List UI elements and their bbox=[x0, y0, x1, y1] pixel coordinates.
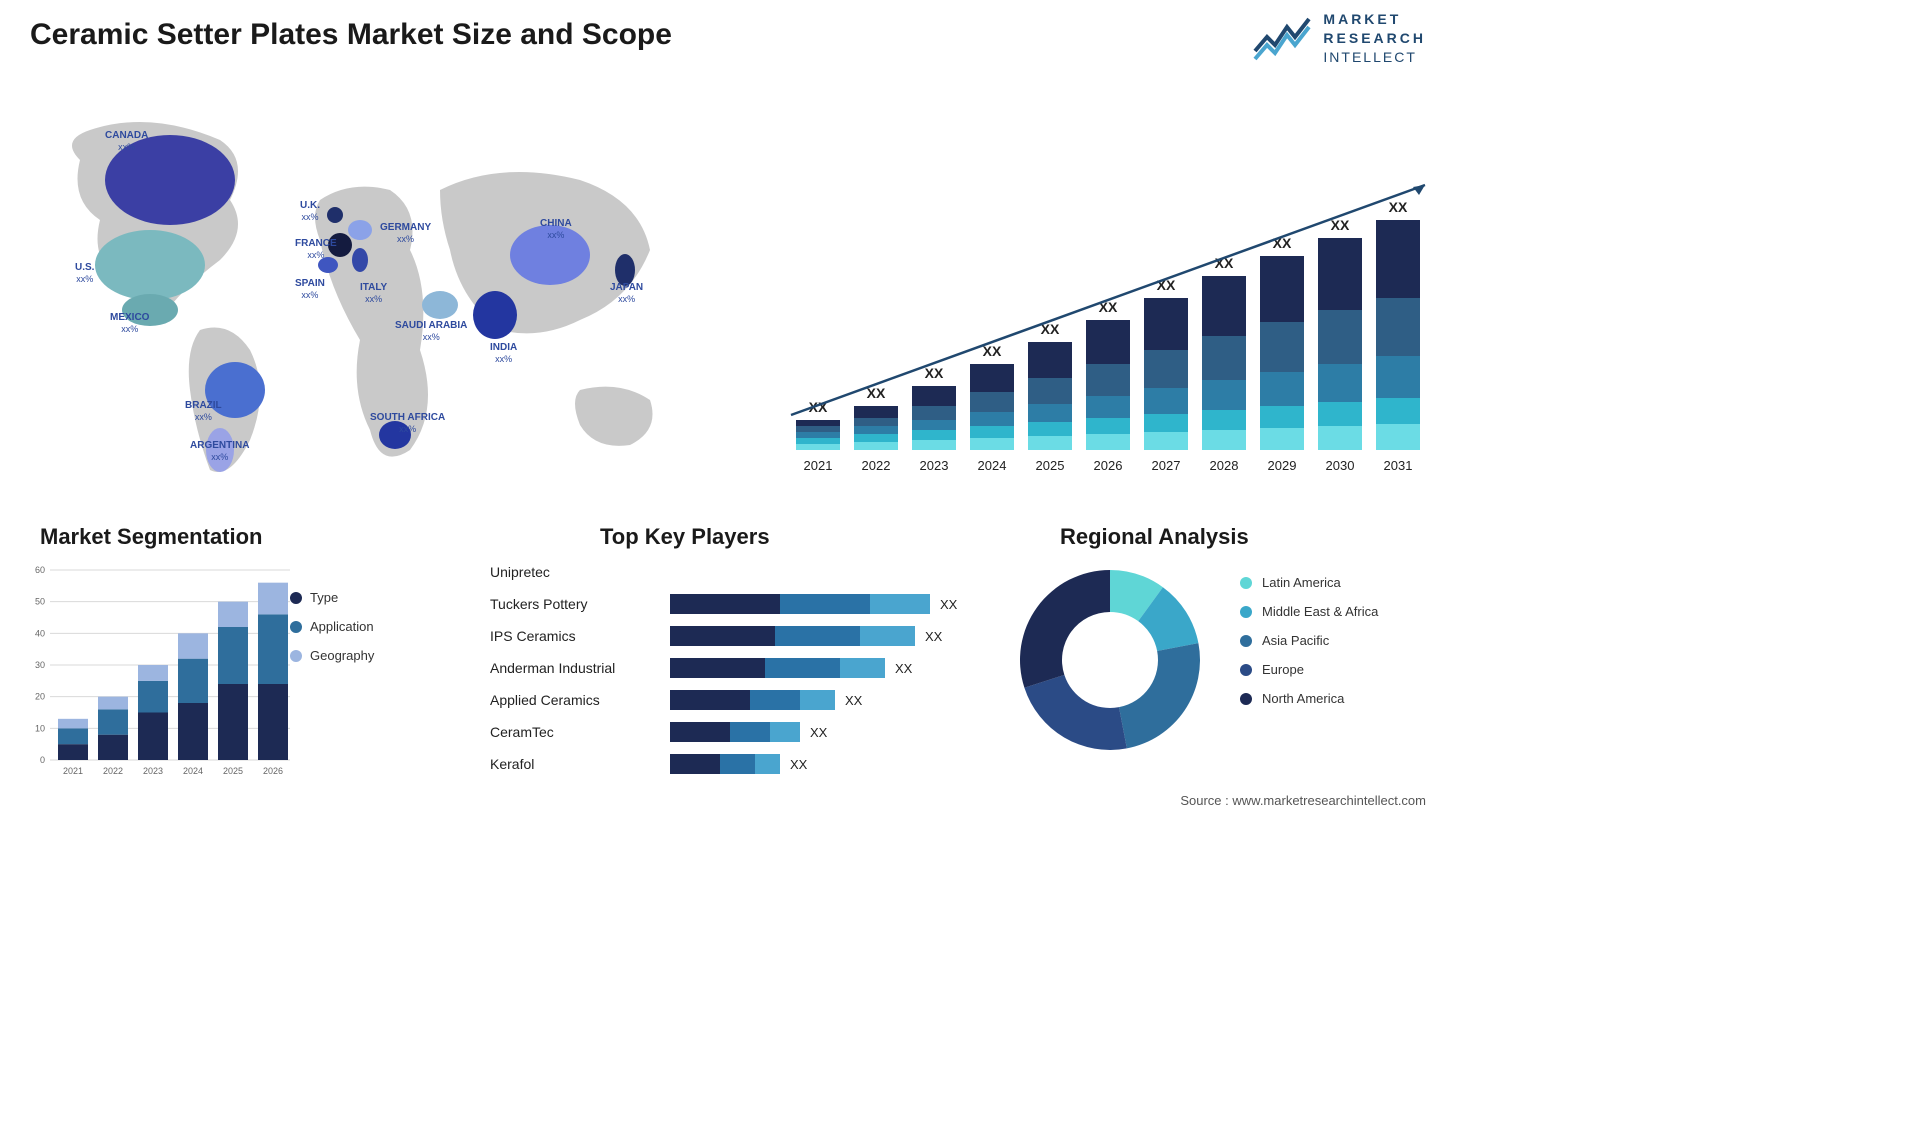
svg-text:2022: 2022 bbox=[103, 766, 123, 776]
player-name: CeramTec bbox=[490, 724, 670, 740]
svg-text:2028: 2028 bbox=[1210, 458, 1239, 473]
svg-text:2024: 2024 bbox=[978, 458, 1007, 473]
svg-text:60: 60 bbox=[35, 565, 45, 575]
player-row: Unipretec bbox=[490, 560, 990, 584]
player-row: Anderman Industrial XX bbox=[490, 656, 990, 680]
player-row: IPS Ceramics XX bbox=[490, 624, 990, 648]
logo-line2: RESEARCH bbox=[1323, 29, 1426, 48]
logo-icon bbox=[1253, 13, 1313, 63]
player-value: XX bbox=[845, 693, 862, 708]
regional-legend: Latin America Middle East & Africa Asia Pa… bbox=[1240, 575, 1378, 720]
map-label-us: U.S.xx% bbox=[75, 262, 94, 285]
svg-text:XX: XX bbox=[925, 365, 944, 381]
segmentation-chart: 0 10 20 30 40 50 60 2021 2022 2023 2024 2025 2026 bbox=[20, 560, 300, 785]
player-name: IPS Ceramics bbox=[490, 628, 670, 644]
player-value: XX bbox=[895, 661, 912, 676]
main-bar-chart: XX2021XX2022XX2023XX2024XX2025XX2026XX20… bbox=[786, 110, 1426, 480]
svg-text:2029: 2029 bbox=[1268, 458, 1297, 473]
map-label-brazil: BRAZILxx% bbox=[185, 400, 222, 423]
svg-text:2021: 2021 bbox=[63, 766, 83, 776]
svg-text:2025: 2025 bbox=[223, 766, 243, 776]
donut-chart bbox=[1010, 560, 1210, 760]
map-label-southafrica: SOUTH AFRICAxx% bbox=[370, 412, 445, 435]
player-value: XX bbox=[790, 757, 807, 772]
svg-text:30: 30 bbox=[35, 660, 45, 670]
map-label-uk: U.K.xx% bbox=[300, 200, 320, 223]
player-row: Applied Ceramics XX bbox=[490, 688, 990, 712]
seg-legend-item: Geography bbox=[290, 648, 374, 663]
logo-line1: MARKET bbox=[1323, 10, 1426, 29]
svg-text:10: 10 bbox=[35, 723, 45, 733]
player-row: Kerafol XX bbox=[490, 752, 990, 776]
region-legend-item: Asia Pacific bbox=[1240, 633, 1378, 648]
player-name: Unipretec bbox=[490, 564, 670, 580]
map-label-canada: CANADAxx% bbox=[105, 130, 148, 153]
map-label-italy: ITALYxx% bbox=[360, 282, 387, 305]
svg-text:2026: 2026 bbox=[1094, 458, 1123, 473]
region-legend-item: Europe bbox=[1240, 662, 1378, 677]
player-row: Tuckers Pottery XX bbox=[490, 592, 990, 616]
page-title: Ceramic Setter Plates Market Size and Sc… bbox=[30, 18, 672, 52]
svg-text:2026: 2026 bbox=[263, 766, 283, 776]
player-value: XX bbox=[810, 725, 827, 740]
map-label-mexico: MEXICOxx% bbox=[110, 312, 149, 335]
svg-text:2022: 2022 bbox=[862, 458, 891, 473]
players-list: Unipretec Tuckers Pottery XX IPS Ceramics XX… bbox=[490, 560, 990, 784]
svg-text:2023: 2023 bbox=[143, 766, 163, 776]
players-heading: Top Key Players bbox=[600, 524, 770, 550]
svg-text:2031: 2031 bbox=[1384, 458, 1413, 473]
svg-text:2021: 2021 bbox=[804, 458, 833, 473]
player-name: Tuckers Pottery bbox=[490, 596, 670, 612]
player-name: Applied Ceramics bbox=[490, 692, 670, 708]
map-label-japan: JAPANxx% bbox=[610, 282, 643, 305]
player-row: CeramTec XX bbox=[490, 720, 990, 744]
svg-text:2023: 2023 bbox=[920, 458, 949, 473]
region-legend-item: Middle East & Africa bbox=[1240, 604, 1378, 619]
seg-legend-item: Type bbox=[290, 590, 374, 605]
map-label-india: INDIAxx% bbox=[490, 342, 517, 365]
region-legend-item: Latin America bbox=[1240, 575, 1378, 590]
map-label-france: FRANCExx% bbox=[295, 238, 337, 261]
segmentation-heading: Market Segmentation bbox=[40, 524, 263, 550]
svg-text:2027: 2027 bbox=[1152, 458, 1181, 473]
svg-text:XX: XX bbox=[1389, 199, 1408, 215]
player-name: Anderman Industrial bbox=[490, 660, 670, 676]
map-label-china: CHINAxx% bbox=[540, 218, 572, 241]
source-text: Source : www.marketresearchintellect.com bbox=[1180, 793, 1426, 808]
svg-text:2030: 2030 bbox=[1326, 458, 1355, 473]
player-value: XX bbox=[940, 597, 957, 612]
svg-text:20: 20 bbox=[35, 692, 45, 702]
svg-text:2024: 2024 bbox=[183, 766, 203, 776]
world-map: CANADAxx% U.S.xx% MEXICOxx% BRAZILxx% ARGENT… bbox=[20, 90, 720, 490]
map-label-saudiarabia: SAUDI ARABIAxx% bbox=[395, 320, 467, 343]
map-label-germany: GERMANYxx% bbox=[380, 222, 431, 245]
player-name: Kerafol bbox=[490, 756, 670, 772]
region-legend-item: North America bbox=[1240, 691, 1378, 706]
map-label-spain: SPAINxx% bbox=[295, 278, 325, 301]
seg-legend-item: Application bbox=[290, 619, 374, 634]
player-value: XX bbox=[925, 629, 942, 644]
svg-text:50: 50 bbox=[35, 597, 45, 607]
regional-heading: Regional Analysis bbox=[1060, 524, 1249, 550]
map-label-argentina: ARGENTINAxx% bbox=[190, 440, 249, 463]
svg-text:0: 0 bbox=[40, 755, 45, 765]
svg-text:40: 40 bbox=[35, 628, 45, 638]
logo-line3: INTELLECT bbox=[1323, 48, 1426, 67]
segmentation-legend: Type Application Geography bbox=[290, 590, 374, 677]
logo: MARKET RESEARCH INTELLECT bbox=[1253, 10, 1426, 67]
svg-text:2025: 2025 bbox=[1036, 458, 1065, 473]
